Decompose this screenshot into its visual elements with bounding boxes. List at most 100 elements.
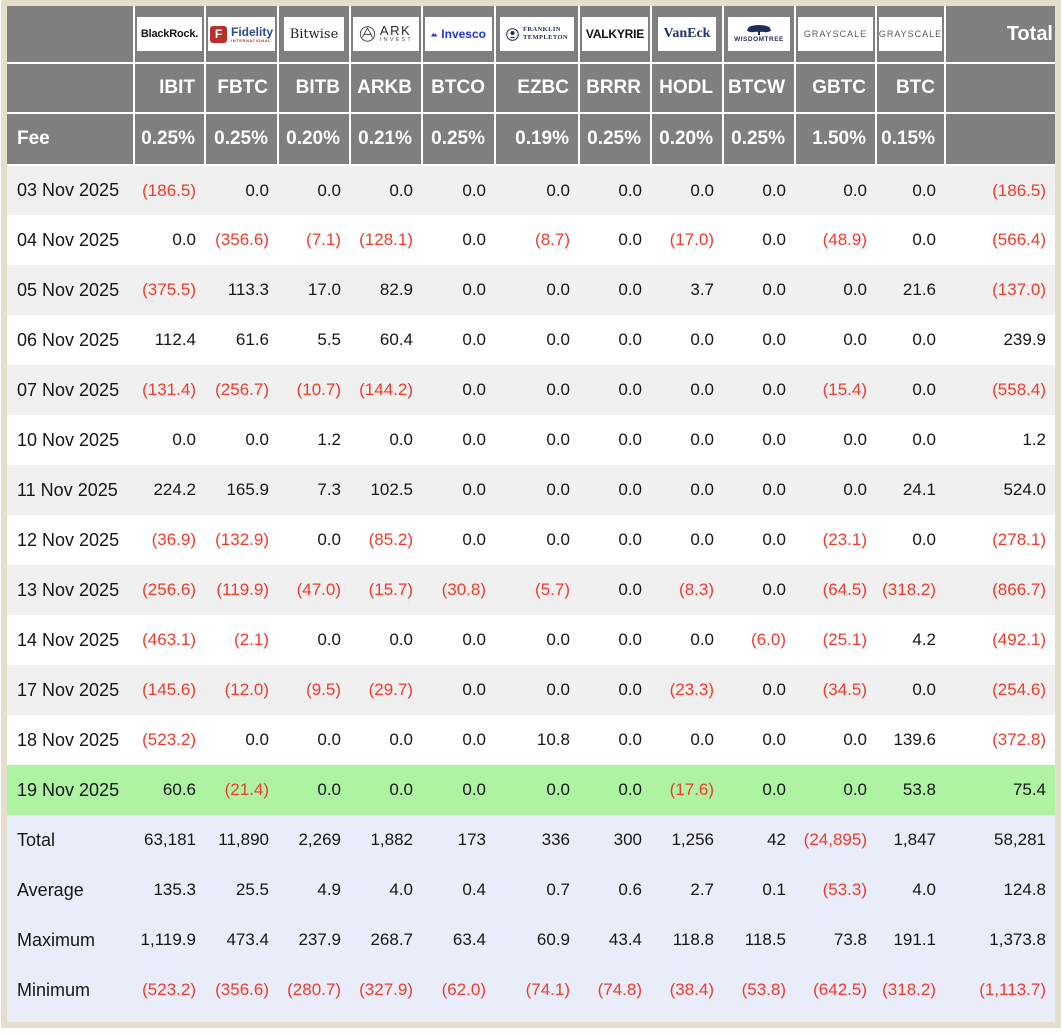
value-cell: (642.5) [795, 965, 876, 1015]
value-cell: 0.0 [205, 415, 278, 465]
value-cell: 0.0 [579, 515, 651, 565]
value-cell: 0.0 [495, 465, 579, 515]
value-cell: 0.0 [651, 515, 723, 565]
value-cell: 0.0 [495, 415, 579, 465]
value-cell: 0.0 [422, 415, 495, 465]
value-cell: 0.0 [651, 315, 723, 365]
fee-btco: 0.25% [421, 112, 496, 166]
value-cell: 53.8 [876, 765, 945, 815]
value-cell: (23.3) [651, 665, 723, 715]
value-cell: 0.0 [422, 265, 495, 315]
value-cell: (53.8) [723, 965, 795, 1015]
value-cell: 336 [495, 815, 579, 865]
ticker-row: IBIT FBTC BITB ARKB BTCO EZBC BRRR HODL … [7, 62, 1055, 114]
value-cell: 0.0 [579, 265, 651, 315]
value-cell: 25.5 [205, 865, 278, 915]
value-cell: 0.0 [579, 765, 651, 815]
value-cell: 224.2 [134, 465, 205, 515]
total-column-header: Total [944, 6, 1055, 64]
summary-tbody: Total 63,181 11,890 2,269 1,882 173 336 300 1,25… [7, 815, 1055, 1015]
fee-fbtc: 0.25% [204, 112, 279, 166]
value-cell: 0.0 [278, 715, 350, 765]
value-cell: (566.4) [945, 215, 1055, 265]
value-cell: (119.9) [205, 565, 278, 615]
value-cell: (47.0) [278, 565, 350, 615]
summary-label: Maximum [7, 915, 134, 965]
value-cell: 0.0 [495, 765, 579, 815]
value-cell: 60.4 [350, 315, 422, 365]
value-cell: (12.0) [205, 665, 278, 715]
ticker-row-spacer [7, 62, 135, 114]
value-cell: 0.0 [205, 165, 278, 215]
invesco-logo: Invesco [425, 17, 492, 51]
summary-row-total: Total 63,181 11,890 2,269 1,882 173 336 300 1,25… [7, 815, 1055, 865]
value-cell: (2.1) [205, 615, 278, 665]
value-cell: (280.7) [278, 965, 350, 1015]
value-cell: (318.2) [876, 965, 945, 1015]
value-cell: 82.9 [350, 265, 422, 315]
value-cell: 0.0 [651, 365, 723, 415]
value-cell: 0.0 [278, 165, 350, 215]
value-cell: (17.6) [651, 765, 723, 815]
value-cell: 0.0 [350, 765, 422, 815]
value-cell: (254.6) [945, 665, 1055, 715]
header-cell-blackrock: BlackRock. [133, 6, 206, 64]
value-cell: (137.0) [945, 265, 1055, 315]
table-row: 06 Nov 2025 112.4 61.6 5.5 60.4 0.0 0.0 0.0 0.0 0… [7, 315, 1055, 365]
value-cell: 0.0 [495, 665, 579, 715]
value-cell: 0.0 [723, 315, 795, 365]
franklin-templeton-logo: FRANKLIN TEMPLETON [499, 17, 574, 51]
ark-logo-subtext: INVEST [379, 37, 413, 44]
value-cell: (7.1) [278, 215, 350, 265]
value-cell: 0.0 [795, 315, 876, 365]
ticker-btco: BTCO [421, 62, 496, 114]
header-cell-grayscale-btc: GRAYSCALE [875, 6, 946, 64]
bitwise-logo: Bitwise [283, 17, 345, 51]
value-cell: 60.6 [134, 765, 205, 815]
value-cell: (74.1) [495, 965, 579, 1015]
value-cell: 118.8 [651, 915, 723, 965]
value-cell: 0.0 [134, 415, 205, 465]
summary-label: Average [7, 865, 134, 915]
value-cell: (128.1) [350, 215, 422, 265]
table-row: 10 Nov 2025 0.0 0.0 1.2 0.0 0.0 0.0 0.0 0.0 0.0 0.… [7, 415, 1055, 465]
ticker-gbtc: GBTC [794, 62, 877, 114]
summary-label: Minimum [7, 965, 134, 1015]
value-cell: (256.7) [205, 365, 278, 415]
table-row: 03 Nov 2025 (186.5) 0.0 0.0 0.0 0.0 0.0 0.0 0.0 0… [7, 165, 1055, 215]
value-cell: (15.4) [795, 365, 876, 415]
fee-row-label: Fee [7, 112, 135, 166]
value-cell: (64.5) [795, 565, 876, 615]
wisdomtree-logo-text: WISDOMTREE [734, 36, 784, 44]
value-cell: 0.0 [876, 215, 945, 265]
value-cell: 0.0 [579, 165, 651, 215]
value-cell: 0.0 [723, 415, 795, 465]
value-cell: 0.0 [723, 665, 795, 715]
value-cell: 0.0 [795, 765, 876, 815]
fidelity-logo: F Fidelity INTERNATIONAL [208, 17, 275, 51]
value-cell: 43.4 [579, 915, 651, 965]
ticker-btc: BTC [875, 62, 946, 114]
fee-arkb: 0.21% [349, 112, 423, 166]
value-cell: 0.0 [723, 515, 795, 565]
header-cell-vaneck: VanEck [650, 6, 724, 64]
ticker-bitb: BITB [277, 62, 351, 114]
ark-circle-icon [359, 26, 376, 42]
value-cell: 0.0 [278, 515, 350, 565]
value-cell: 0.0 [579, 665, 651, 715]
date-cell: 04 Nov 2025 [7, 215, 134, 265]
value-cell: 75.4 [945, 765, 1055, 815]
value-cell: (21.4) [205, 765, 278, 815]
value-cell: (278.1) [945, 515, 1055, 565]
value-cell: 191.1 [876, 915, 945, 965]
value-cell: 0.0 [795, 415, 876, 465]
value-cell: 10.8 [495, 715, 579, 765]
header-cell-valkyrie: VALKYRIE [578, 6, 652, 64]
value-cell: 0.0 [422, 715, 495, 765]
value-cell: 173 [422, 815, 495, 865]
value-cell: 0.0 [723, 365, 795, 415]
table-row: 05 Nov 2025 (375.5) 113.3 17.0 82.9 0.0 0.0 0.0… [7, 265, 1055, 315]
value-cell: 0.0 [579, 215, 651, 265]
value-cell: 0.0 [579, 615, 651, 665]
